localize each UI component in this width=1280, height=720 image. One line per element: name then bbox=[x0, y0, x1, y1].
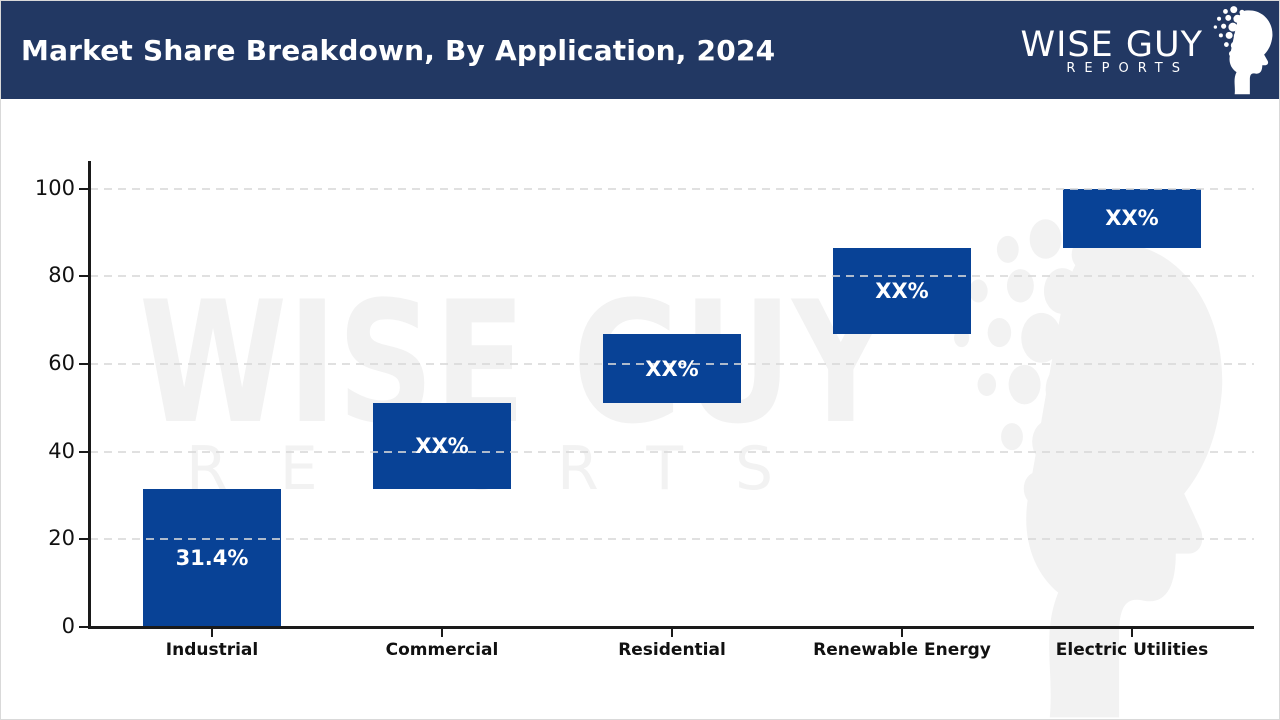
y-axis bbox=[88, 161, 91, 628]
x-tick-mark bbox=[211, 628, 213, 637]
watermark-wordmark: WISE GUY bbox=[139, 265, 890, 461]
y-tick-mark bbox=[79, 626, 88, 628]
x-tick-mark bbox=[671, 628, 673, 637]
y-tick-mark bbox=[79, 362, 88, 365]
watermark-face-icon bbox=[954, 219, 1223, 718]
watermark-subtext: REPORTS bbox=[186, 434, 826, 504]
y-tick-mark bbox=[79, 450, 88, 453]
y-tick-mark bbox=[79, 187, 88, 190]
x-tick-mark bbox=[441, 628, 443, 637]
y-tick-mark bbox=[79, 538, 88, 541]
logo-face-icon bbox=[1213, 6, 1273, 95]
bar-segment bbox=[143, 489, 281, 627]
header-bar: Market Share Breakdown, By Application, … bbox=[1, 1, 1279, 99]
y-tick-label: 100 bbox=[34, 175, 75, 200]
gridline bbox=[90, 187, 1254, 190]
logo-subtext: REPORTS bbox=[1066, 61, 1189, 76]
x-category-label: Industrial bbox=[165, 640, 259, 660]
y-tick-mark bbox=[79, 275, 88, 278]
y-tick-label: 20 bbox=[48, 526, 75, 551]
bar-value-label: 31.4% bbox=[175, 546, 249, 571]
wise-guy-logo: WISE GUY REPORTS bbox=[1020, 1, 1273, 99]
logo-wordmark: WISE GUY bbox=[1020, 25, 1203, 65]
y-tick-label: 80 bbox=[48, 263, 75, 288]
chart-title: Market Share Breakdown, By Application, … bbox=[21, 33, 776, 67]
y-tick-label: 0 bbox=[61, 614, 75, 638]
y-tick-label: 40 bbox=[48, 438, 75, 463]
y-tick-label: 60 bbox=[48, 350, 75, 375]
x-category-label: Residential bbox=[618, 640, 726, 660]
x-category-label: Commercial bbox=[385, 640, 499, 660]
